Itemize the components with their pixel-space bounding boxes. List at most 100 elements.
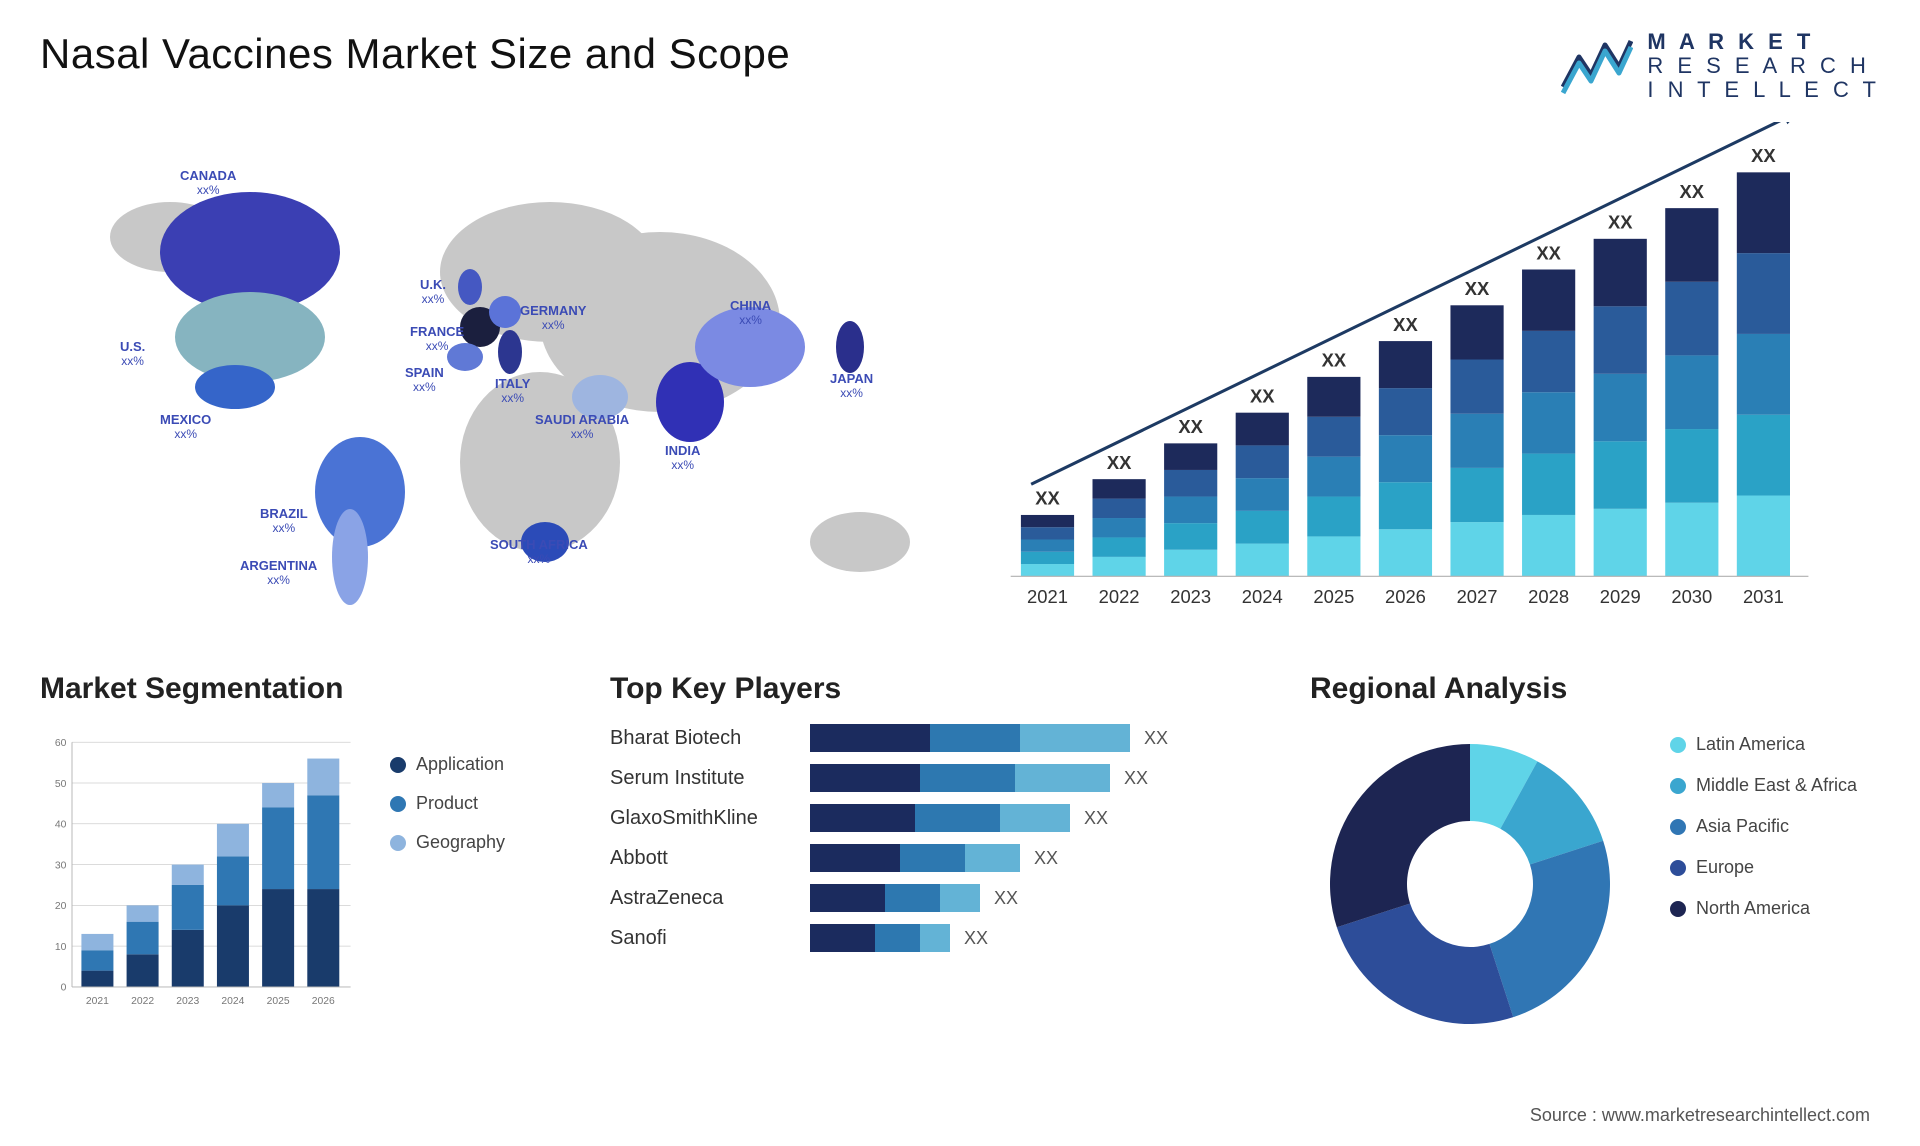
growth-chart-panel: XX2021XX2022XX2023XX2024XX2025XX2026XX20… xyxy=(980,122,1880,642)
player-bar-segment xyxy=(900,844,965,872)
legend-item: Geography xyxy=(390,832,505,853)
legend-item: Europe xyxy=(1670,857,1857,878)
player-bar-segment xyxy=(810,804,915,832)
legend-swatch xyxy=(1670,901,1686,917)
player-value: XX xyxy=(994,888,1018,909)
player-name: Bharat Biotech xyxy=(610,727,810,750)
svg-text:60: 60 xyxy=(55,738,67,749)
svg-text:XX: XX xyxy=(1751,145,1776,166)
player-bar xyxy=(810,764,1110,792)
legend-swatch xyxy=(1670,737,1686,753)
legend-swatch xyxy=(1670,778,1686,794)
svg-text:XX: XX xyxy=(1250,385,1275,406)
legend-item: Latin America xyxy=(1670,734,1857,755)
segmentation-title: Market Segmentation xyxy=(40,672,560,706)
svg-text:2026: 2026 xyxy=(312,996,335,1007)
player-bar-segment xyxy=(810,844,900,872)
legend-label: Middle East & Africa xyxy=(1696,775,1857,796)
map-label: JAPANxx% xyxy=(830,372,873,400)
map-label: ARGENTINAxx% xyxy=(240,559,317,587)
svg-text:30: 30 xyxy=(55,860,67,871)
brand-text: M A R K E T R E S E A R C H I N T E L L … xyxy=(1647,30,1880,102)
map-label: CHINAxx% xyxy=(730,299,771,327)
player-bar-wrap: XX xyxy=(810,924,1260,952)
svg-text:0: 0 xyxy=(61,983,67,994)
player-value: XX xyxy=(1084,808,1108,829)
svg-text:XX: XX xyxy=(1393,314,1418,335)
legend-label: Latin America xyxy=(1696,734,1805,755)
svg-text:2026: 2026 xyxy=(1385,586,1426,607)
map-label: CANADAxx% xyxy=(180,169,236,197)
player-bar-segment xyxy=(1000,804,1070,832)
svg-text:20: 20 xyxy=(55,901,67,912)
player-bar-wrap: XX xyxy=(810,764,1260,792)
svg-text:XX: XX xyxy=(1178,416,1203,437)
player-name: Sanofi xyxy=(610,927,810,950)
brand-mark-icon xyxy=(1561,37,1633,95)
svg-text:2021: 2021 xyxy=(1027,586,1068,607)
legend-item: Asia Pacific xyxy=(1670,816,1857,837)
player-bar-wrap: XX xyxy=(810,884,1260,912)
legend-label: Europe xyxy=(1696,857,1754,878)
svg-text:XX: XX xyxy=(1680,181,1705,202)
player-value: XX xyxy=(1124,768,1148,789)
player-bar-segment xyxy=(930,724,1020,752)
legend-label: Geography xyxy=(416,832,505,853)
legend-swatch xyxy=(1670,819,1686,835)
svg-text:2021: 2021 xyxy=(86,996,109,1007)
brand-line1: M A R K E T xyxy=(1647,29,1814,54)
regional-legend: Latin America Middle East & Africa Asia Pa… xyxy=(1670,734,1857,919)
player-bar-segment xyxy=(920,764,1015,792)
player-value: XX xyxy=(964,928,988,949)
svg-text:2025: 2025 xyxy=(1313,586,1354,607)
svg-text:2022: 2022 xyxy=(131,996,154,1007)
brand-line2: R E S E A R C H xyxy=(1647,54,1880,78)
player-bar-segment xyxy=(915,804,1000,832)
map-label: FRANCExx% xyxy=(410,325,464,353)
svg-text:10: 10 xyxy=(55,942,67,953)
page-title: Nasal Vaccines Market Size and Scope xyxy=(40,30,790,78)
players-panel: Top Key Players Bharat BiotechXXSerum In… xyxy=(610,672,1260,1102)
player-row: Serum Institute XX xyxy=(610,764,1260,792)
world-map-panel: CANADAxx% U.S.xx% MEXICOxx% BRAZILxx% ARGENT… xyxy=(40,122,940,642)
map-label: SPAINxx% xyxy=(405,366,444,394)
svg-text:XX: XX xyxy=(1322,350,1347,371)
player-row: AstraZenecaXX xyxy=(610,884,1260,912)
player-bar-segment xyxy=(920,924,950,952)
map-label: SAUDI ARABIAxx% xyxy=(535,413,629,441)
players-title: Top Key Players xyxy=(610,672,1260,706)
map-label: U.S.xx% xyxy=(120,340,145,368)
player-name: Abbott xyxy=(610,847,810,870)
svg-text:XX: XX xyxy=(1465,278,1490,299)
svg-text:2024: 2024 xyxy=(1242,586,1283,607)
svg-text:2027: 2027 xyxy=(1457,586,1498,607)
map-label: MEXICOxx% xyxy=(160,413,211,441)
svg-text:40: 40 xyxy=(55,820,67,831)
brand-line3: I N T E L L E C T xyxy=(1647,78,1880,102)
segmentation-panel: Market Segmentation 0 10 20 30 40 50 60 2021 202… xyxy=(40,672,560,1102)
legend-swatch xyxy=(390,796,406,812)
svg-text:50: 50 xyxy=(55,779,67,790)
player-row: Bharat BiotechXX xyxy=(610,724,1260,752)
svg-text:2022: 2022 xyxy=(1099,586,1140,607)
brand-logo: M A R K E T R E S E A R C H I N T E L L … xyxy=(1561,30,1880,102)
map-label: BRAZILxx% xyxy=(260,507,308,535)
player-bar xyxy=(810,884,980,912)
legend-item: Middle East & Africa xyxy=(1670,775,1857,796)
player-row: GlaxoSmithKlineXX xyxy=(610,804,1260,832)
legend-swatch xyxy=(390,835,406,851)
map-label: SOUTH AFRICAxx% xyxy=(490,538,588,566)
header: Nasal Vaccines Market Size and Scope M A… xyxy=(40,30,1880,102)
svg-text:2024: 2024 xyxy=(221,996,244,1007)
svg-text:2031: 2031 xyxy=(1743,586,1784,607)
map-label: INDIAxx% xyxy=(665,444,700,472)
player-bar xyxy=(810,844,1020,872)
player-name: Serum Institute xyxy=(610,767,810,790)
legend-label: North America xyxy=(1696,898,1810,919)
map-label: GERMANYxx% xyxy=(520,304,586,332)
svg-text:2025: 2025 xyxy=(267,996,290,1007)
player-bar-wrap: XX xyxy=(810,844,1260,872)
svg-text:2029: 2029 xyxy=(1600,586,1641,607)
growth-chart: XX2021XX2022XX2023XX2024XX2025XX2026XX20… xyxy=(980,122,1880,642)
player-row: AbbottXX xyxy=(610,844,1260,872)
